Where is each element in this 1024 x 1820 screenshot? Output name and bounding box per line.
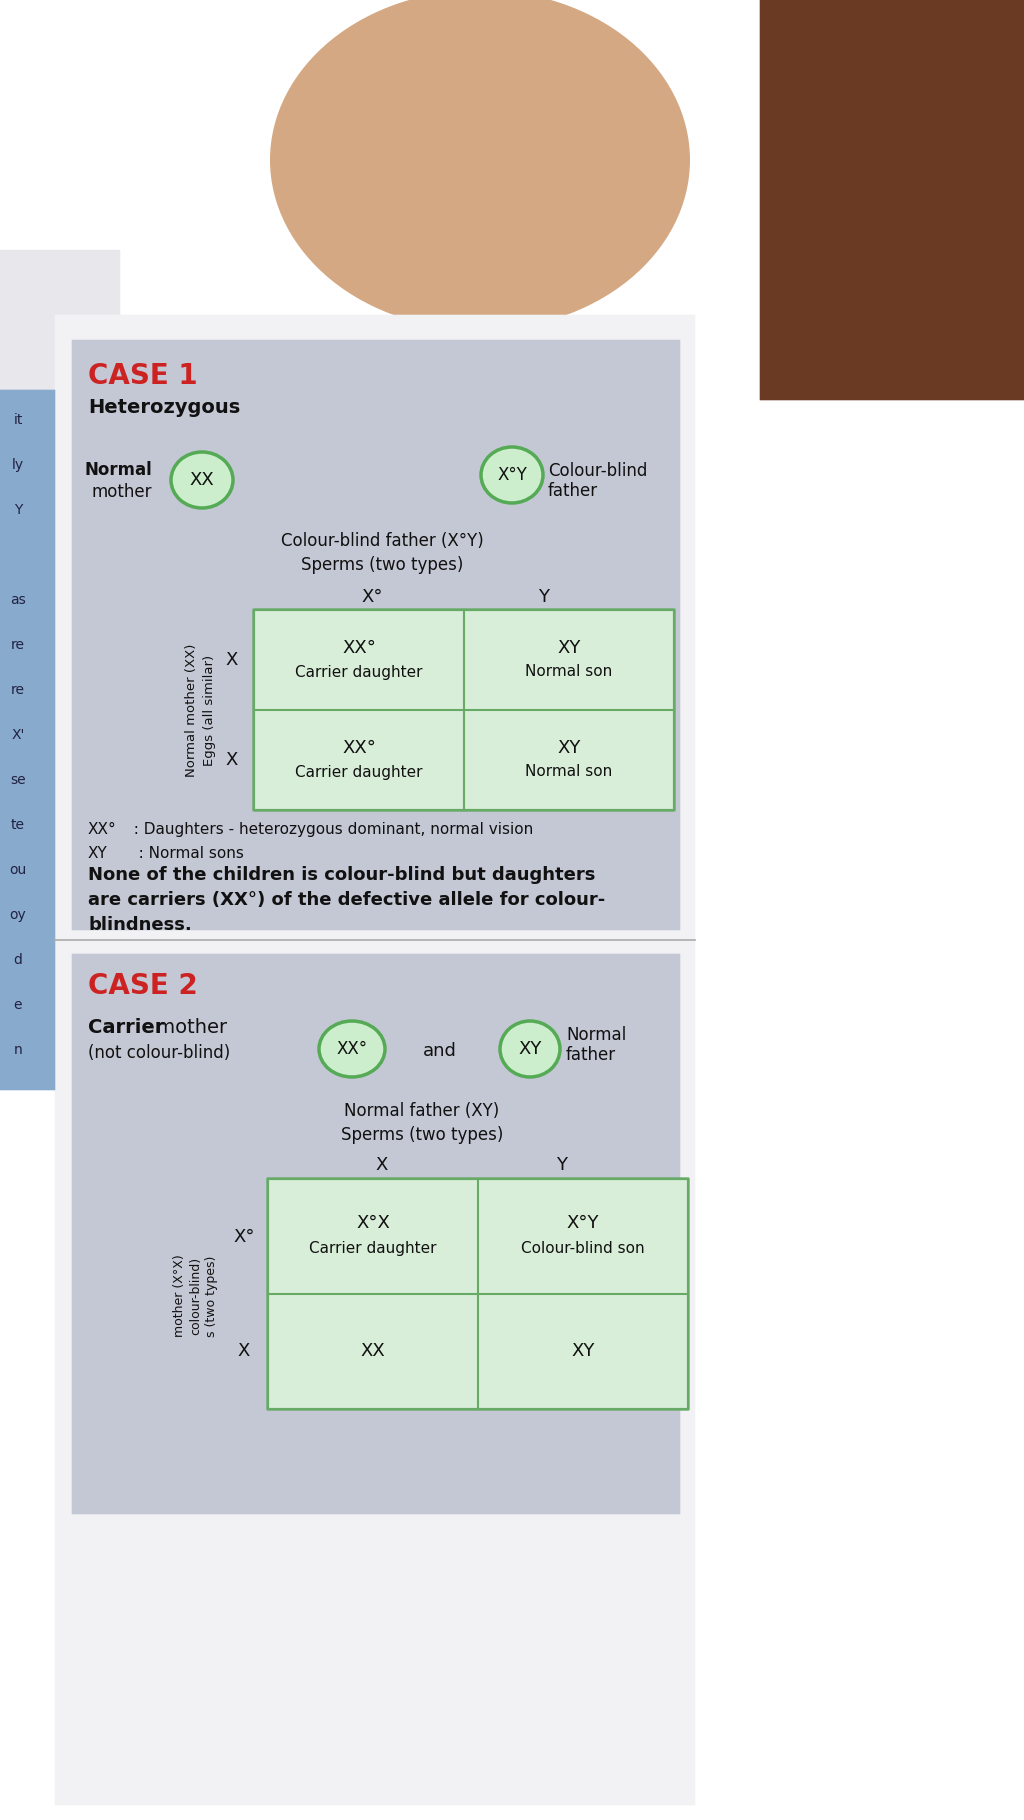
FancyBboxPatch shape: [72, 954, 680, 1514]
Ellipse shape: [500, 1021, 560, 1077]
Text: Normal son: Normal son: [525, 764, 612, 779]
Text: X': X': [11, 728, 25, 743]
Text: XX°: XX°: [337, 1039, 368, 1057]
Text: CASE 2: CASE 2: [88, 972, 198, 999]
Text: mother (X°X): mother (X°X): [173, 1254, 186, 1338]
Ellipse shape: [481, 448, 543, 502]
Text: XX°: XX°: [342, 639, 376, 657]
Text: re: re: [11, 682, 25, 697]
Text: colour-blind): colour-blind): [189, 1258, 203, 1336]
Text: Colour-blind son: Colour-blind son: [521, 1241, 645, 1256]
Text: Y: Y: [13, 502, 23, 517]
Text: and: and: [423, 1043, 457, 1059]
Text: n: n: [13, 1043, 23, 1057]
Text: Carrier: Carrier: [88, 1017, 165, 1037]
Text: X°Y: X°Y: [566, 1214, 599, 1232]
Text: Normal son: Normal son: [525, 664, 612, 679]
Text: it: it: [13, 413, 23, 428]
Text: XY: XY: [557, 739, 581, 757]
Text: Carrier daughter: Carrier daughter: [295, 764, 423, 779]
Text: s (two types): s (two types): [206, 1256, 218, 1336]
Text: XX: XX: [360, 1343, 385, 1361]
Text: X°: X°: [361, 588, 383, 606]
Text: XY: XY: [518, 1039, 542, 1057]
Text: CASE 1: CASE 1: [88, 362, 198, 389]
Text: oy: oy: [9, 908, 27, 923]
Text: XX°: XX°: [88, 823, 117, 837]
Text: Eggs (all similar): Eggs (all similar): [204, 655, 216, 766]
Text: as: as: [10, 593, 26, 608]
Text: : Normal sons: : Normal sons: [124, 846, 244, 861]
Text: father: father: [548, 482, 598, 500]
Text: XX°: XX°: [342, 739, 376, 757]
Text: Normal: Normal: [84, 460, 152, 479]
FancyBboxPatch shape: [267, 1179, 688, 1409]
Text: mother: mother: [150, 1017, 227, 1037]
Text: XX: XX: [189, 471, 214, 490]
FancyBboxPatch shape: [0, 249, 120, 950]
Text: father: father: [566, 1046, 616, 1065]
Text: X: X: [376, 1156, 388, 1174]
Text: Sperms (two types): Sperms (two types): [341, 1127, 503, 1145]
Text: : Daughters - heterozygous dominant, normal vision: : Daughters - heterozygous dominant, nor…: [124, 823, 534, 837]
Text: ly: ly: [12, 459, 24, 471]
Text: te: te: [11, 817, 25, 832]
Text: X: X: [226, 752, 239, 770]
Text: Normal father (XY): Normal father (XY): [344, 1101, 500, 1119]
Text: None of the children is colour-blind but daughters
are carriers (XX°) of the def: None of the children is colour-blind but…: [88, 866, 605, 934]
Text: X: X: [238, 1343, 250, 1361]
Text: XY: XY: [571, 1343, 595, 1361]
Text: Normal mother (XX): Normal mother (XX): [185, 642, 199, 777]
Text: X°: X°: [233, 1227, 255, 1245]
Text: mother: mother: [91, 482, 152, 500]
Text: X: X: [226, 652, 239, 670]
Ellipse shape: [270, 0, 690, 329]
Text: Carrier daughter: Carrier daughter: [309, 1241, 437, 1256]
Text: ou: ou: [9, 863, 27, 877]
Text: se: se: [10, 774, 26, 786]
Text: Y: Y: [539, 588, 550, 606]
Text: d: d: [13, 954, 23, 966]
Text: Heterozygous: Heterozygous: [88, 399, 241, 417]
Text: Sperms (two types): Sperms (two types): [301, 555, 463, 573]
FancyBboxPatch shape: [0, 389, 55, 1090]
Ellipse shape: [319, 1021, 385, 1077]
FancyBboxPatch shape: [760, 0, 1024, 400]
Text: e: e: [13, 997, 23, 1012]
Text: X°Y: X°Y: [497, 466, 527, 484]
Text: Colour-blind: Colour-blind: [548, 462, 647, 480]
Text: (not colour-blind): (not colour-blind): [88, 1045, 230, 1063]
Text: re: re: [11, 639, 25, 652]
Ellipse shape: [171, 451, 233, 508]
Text: Normal: Normal: [566, 1026, 627, 1045]
Text: Carrier daughter: Carrier daughter: [295, 664, 423, 679]
Text: XY: XY: [88, 846, 108, 861]
Text: Y: Y: [556, 1156, 567, 1174]
FancyBboxPatch shape: [54, 315, 695, 1805]
FancyBboxPatch shape: [72, 340, 680, 930]
FancyBboxPatch shape: [254, 610, 674, 810]
Text: XY: XY: [557, 639, 581, 657]
Text: Colour-blind father (X°Y): Colour-blind father (X°Y): [281, 531, 483, 550]
Text: X°X: X°X: [356, 1214, 390, 1232]
